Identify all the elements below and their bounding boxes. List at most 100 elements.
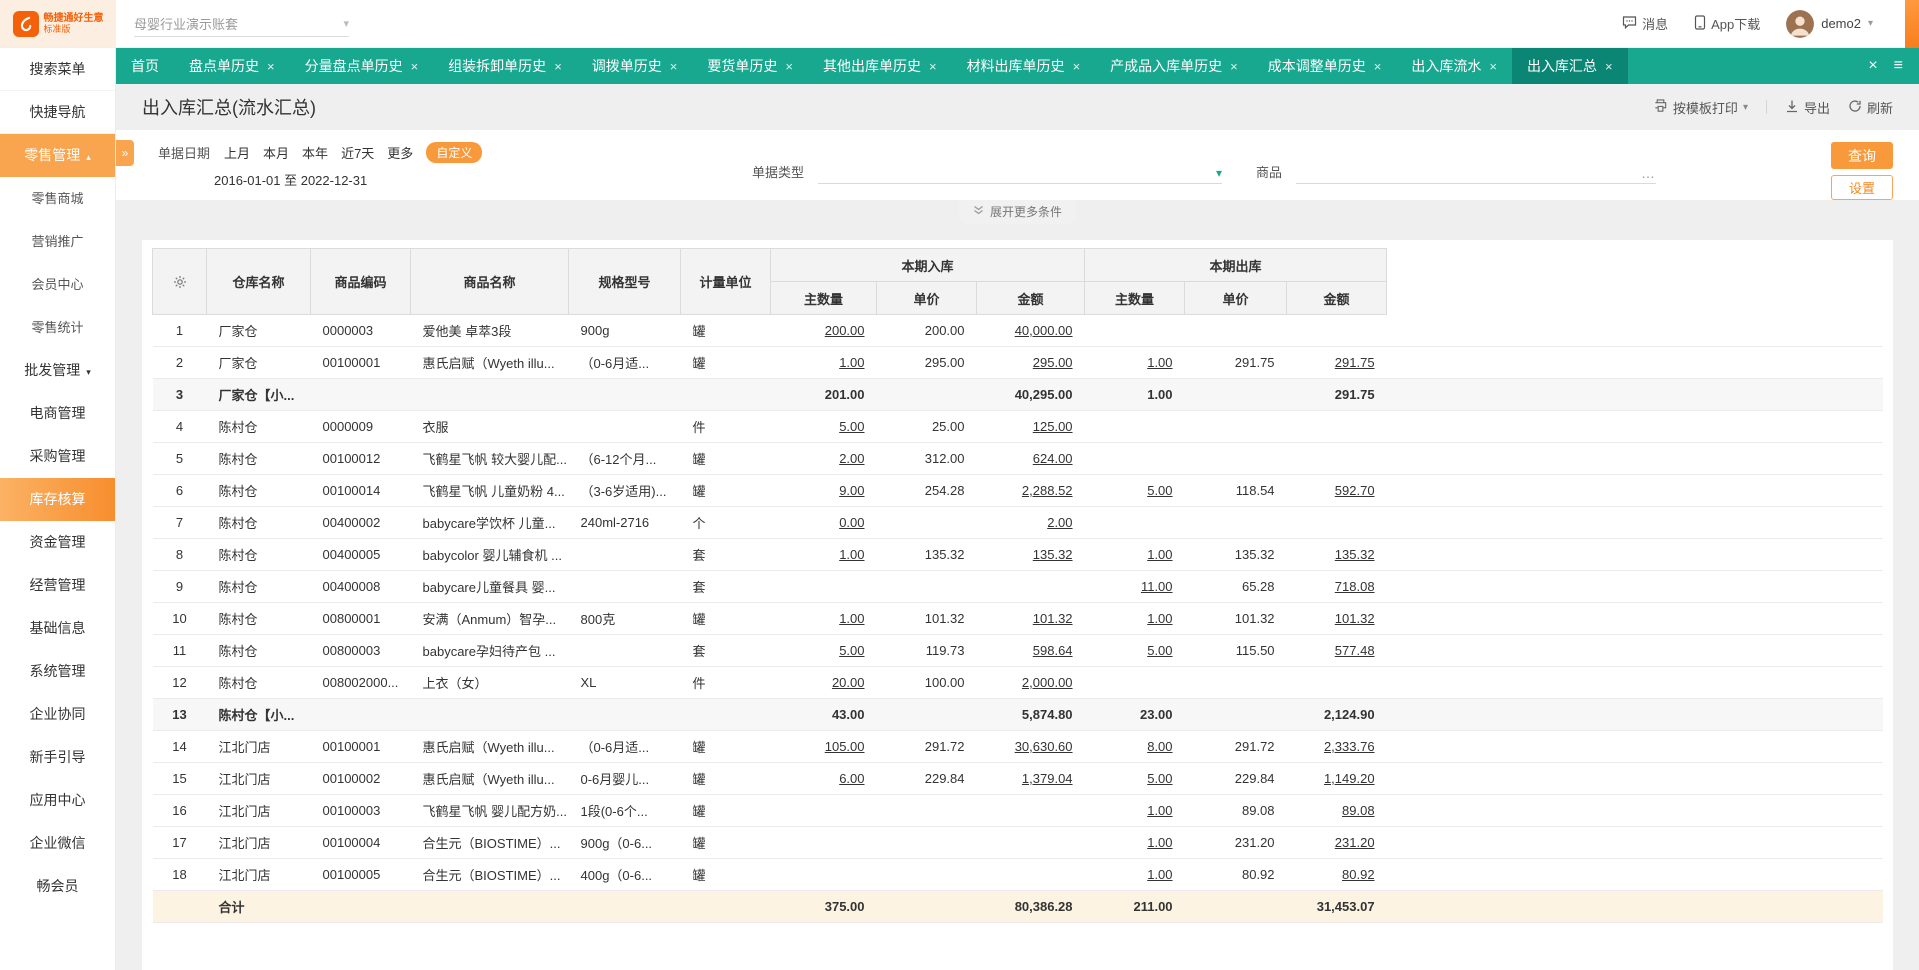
tab-close-icon[interactable]: × (1230, 58, 1238, 74)
tab-close-icon[interactable]: × (785, 58, 793, 74)
close-all-tabs-icon[interactable]: × (1868, 57, 1878, 74)
drilldown-link[interactable]: 2,288.52 (1021, 483, 1073, 498)
tab-close-icon[interactable]: × (669, 58, 678, 74)
drilldown-link[interactable]: 1.00 (1147, 835, 1173, 850)
sidebar-item-16[interactable]: 企业协同 (0, 693, 115, 736)
drilldown-link[interactable]: 624.00 (1032, 451, 1073, 466)
app-download-button[interactable]: App下载 (1694, 14, 1760, 33)
tab-close-icon[interactable]: × (267, 58, 275, 74)
drilldown-link[interactable]: 2.00 (839, 451, 865, 466)
drilldown-link[interactable]: 5.00 (839, 419, 865, 434)
messages-button[interactable]: 消息 (1622, 14, 1668, 33)
drilldown-link[interactable]: 1.00 (839, 547, 865, 562)
table-row[interactable]: 7 陈村仓 00400002 babycare学饮杯 儿童... 240ml-2716 个… (152, 506, 1883, 539)
date-quick-link-2[interactable]: 本月 (263, 146, 290, 161)
logo[interactable]: 畅捷通好生意 标准版 (0, 0, 116, 47)
date-quick-link-4[interactable]: 近7天 (341, 146, 375, 161)
drilldown-link[interactable]: 1,379.04 (1021, 771, 1073, 786)
drilldown-link[interactable]: 1.00 (1147, 867, 1173, 882)
table-row[interactable]: 14 江北门店 00100001 惠氏启赋（Wyeth illu... （0-6月适..… (152, 730, 1883, 763)
drilldown-link[interactable]: 1.00 (839, 355, 865, 370)
sidebar-item-5[interactable]: 营销推广 (0, 220, 115, 263)
table-row[interactable]: 16 江北门店 00100003 飞鹤星飞帆 婴儿配方奶... 1段(0-6个... 罐 1… (152, 794, 1883, 827)
date-quick-link-5[interactable]: 更多 (387, 146, 414, 161)
sidebar-item-18[interactable]: 应用中心 (0, 779, 115, 822)
tab-3[interactable]: 分量盘点单历史 × (290, 48, 434, 84)
tab-close-icon[interactable]: × (1373, 58, 1382, 74)
sidebar-item-9[interactable]: 电商管理 (0, 392, 115, 435)
drilldown-link[interactable]: 5.00 (1147, 483, 1173, 498)
drilldown-link[interactable]: 231.20 (1334, 835, 1375, 850)
settings-button[interactable]: 设置 (1831, 175, 1893, 200)
sidebar-item-6[interactable]: 会员中心 (0, 263, 115, 306)
tab-list-icon[interactable]: ≡ (1893, 57, 1903, 74)
table-row[interactable]: 11 陈村仓 00800003 babycare孕妇待产包 ... 套 5.00 119.7… (152, 634, 1883, 667)
sidebar-item-11[interactable]: 库存核算 (0, 478, 115, 521)
tab-close-icon[interactable]: × (410, 58, 419, 74)
tab-1[interactable]: 首页 (116, 48, 174, 84)
table-row[interactable]: 9 陈村仓 00400008 babycare儿童餐具 婴... 套 11.00 65.28… (152, 570, 1883, 603)
table-row[interactable]: 4 陈村仓 0000009 衣服 件 5.00 25.00 125.00 (152, 410, 1883, 443)
table-row[interactable]: 2 厂家仓 00100001 惠氏启赋（Wyeth illu... （0-6月适... 罐… (152, 346, 1883, 379)
drilldown-link[interactable]: 1.00 (1147, 803, 1173, 818)
sidebar-item-2[interactable]: 快捷导航 (0, 91, 115, 134)
table-row[interactable]: 10 陈村仓 00800001 安满（Anmum）智孕... 800克罐 1.00 101.… (152, 602, 1883, 635)
drilldown-link[interactable]: 2,000.00 (1021, 675, 1073, 690)
tab-9[interactable]: 产成品入库单历史 × (1095, 48, 1253, 84)
table-row[interactable]: 12 陈村仓 008002000... 上衣（女） XL 件 20.00 100.00 2,00… (152, 666, 1883, 699)
drilldown-link[interactable]: 1.00 (1147, 547, 1173, 562)
drilldown-link[interactable]: 577.48 (1334, 643, 1375, 658)
drilldown-link[interactable]: 200.00 (824, 323, 865, 338)
drilldown-link[interactable]: 101.32 (1334, 611, 1375, 626)
tab-close-icon[interactable]: × (928, 58, 937, 74)
drilldown-link[interactable]: 598.64 (1032, 643, 1073, 658)
sidebar-item-7[interactable]: 零售统计 (0, 306, 115, 349)
sidebar-item-8[interactable]: 批发管理 ▾ (0, 349, 115, 392)
drilldown-link[interactable]: 101.32 (1032, 611, 1073, 626)
drilldown-link[interactable]: 89.08 (1342, 803, 1375, 818)
sidebar-item-3[interactable]: 零售管理 ▴ (0, 134, 115, 177)
tab-close-icon[interactable]: × (1604, 58, 1613, 74)
date-quick-link-1[interactable]: 上月 (224, 146, 251, 161)
table-row[interactable]: 1 厂家仓 0000003 爱他美 卓萃3段 900g 罐 200.00 200.00 40,0… (152, 314, 1883, 347)
tab-5[interactable]: 调拨单历史 × (577, 48, 693, 84)
table-row[interactable]: 18 江北门店 00100005 合生元（BIOSTIME）... 400g（0-6..… (152, 858, 1883, 891)
tab-11[interactable]: 出入库流水 × (1396, 48, 1512, 84)
print-template-button[interactable]: 按模板打印 ▾ (1653, 98, 1748, 117)
gear-icon[interactable] (173, 275, 187, 289)
collapse-filter-button[interactable]: » (116, 140, 134, 166)
tab-close-icon[interactable]: × (1072, 58, 1081, 74)
tab-7[interactable]: 其他出库单历史 × (808, 48, 952, 84)
tab-10[interactable]: 成本调整单历史 × (1253, 48, 1397, 84)
drilldown-link[interactable]: 0.00 (839, 515, 865, 530)
account-select[interactable]: 母婴行业演示账套 ▾ (134, 11, 349, 37)
drilldown-link[interactable]: 718.08 (1334, 579, 1375, 594)
sidebar-item-20[interactable]: 畅会员 (0, 865, 115, 908)
date-range-value[interactable]: 2016-01-01 至 2022-12-31 (214, 173, 368, 188)
user-menu[interactable]: demo2 ▾ (1786, 9, 1873, 38)
search-button[interactable]: 查询 (1831, 142, 1893, 170)
drilldown-link[interactable]: 20.00 (831, 675, 865, 690)
table-row[interactable]: 17 江北门店 00100004 合生元（BIOSTIME）... 900g（0-6..… (152, 826, 1883, 859)
sidebar-item-1[interactable]: 搜索菜单 (0, 48, 115, 91)
drilldown-link[interactable]: 125.00 (1032, 419, 1073, 434)
drilldown-link[interactable]: 9.00 (839, 483, 865, 498)
sidebar-item-19[interactable]: 企业微信 (0, 822, 115, 865)
sidebar-item-12[interactable]: 资金管理 (0, 521, 115, 564)
export-button[interactable]: 导出 (1785, 98, 1830, 117)
custom-date-badge[interactable]: 自定义 (426, 142, 483, 163)
date-quick-link-3[interactable]: 本年 (302, 146, 329, 161)
sidebar-item-14[interactable]: 基础信息 (0, 607, 115, 650)
tab-close-icon[interactable]: × (1489, 58, 1497, 74)
product-input[interactable]: … (1296, 158, 1656, 184)
table-row[interactable]: 8 陈村仓 00400005 babycolor 婴儿辅食机 ... 套 1.00 135.… (152, 538, 1883, 571)
sidebar-item-10[interactable]: 采购管理 (0, 435, 115, 478)
drilldown-link[interactable]: 135.32 (1032, 547, 1073, 562)
tab-12[interactable]: 出入库汇总 × (1511, 48, 1628, 84)
sidebar-item-4[interactable]: 零售商城 (0, 177, 115, 220)
drilldown-link[interactable]: 11.00 (1140, 579, 1173, 594)
drilldown-link[interactable]: 1.00 (839, 611, 865, 626)
drilldown-link[interactable]: 592.70 (1334, 483, 1375, 498)
tab-close-icon[interactable]: × (554, 58, 562, 74)
drilldown-link[interactable]: 6.00 (839, 771, 865, 786)
